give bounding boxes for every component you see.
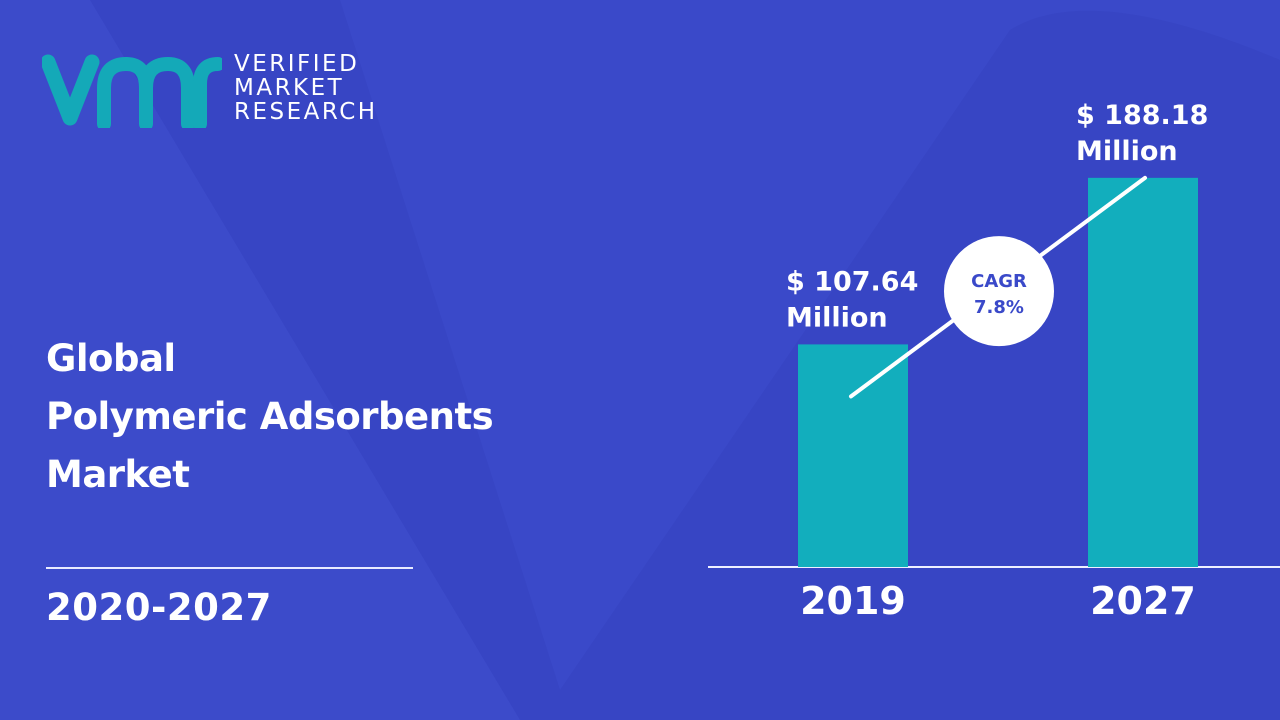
brand-line-2: MARKET <box>234 75 345 101</box>
brand-logo: VERIFIED MARKET RESEARCH <box>42 48 378 128</box>
bar-2019 <box>798 344 908 567</box>
brand-line-3: RESEARCH <box>234 99 378 125</box>
value-unit-label-2019: Million <box>786 302 888 333</box>
title-line-1: Global <box>46 337 176 380</box>
x-tick-label-2019: 2019 <box>800 579 906 623</box>
cagr-badge <box>944 236 1054 347</box>
value-label-2019: $ 107.64 <box>786 266 918 297</box>
title-line-2: Polymeric Adsorbents <box>46 395 494 438</box>
forecast-period: 2020-2027 <box>46 586 272 629</box>
cagr-label: CAGR <box>971 271 1027 292</box>
title-divider <box>46 567 413 569</box>
value-label-2027: $ 188.18 <box>1076 100 1208 131</box>
value-unit-label-2027: Million <box>1076 136 1178 167</box>
cagr-value: 7.8% <box>974 297 1024 318</box>
x-tick-label-2027: 2027 <box>1090 579 1196 623</box>
title-line-3: Market <box>46 453 190 496</box>
brand-name: VERIFIED MARKET RESEARCH <box>234 52 378 124</box>
brand-line-1: VERIFIED <box>234 51 360 77</box>
vmr-logo-mark-icon <box>42 54 222 128</box>
bar-2027 <box>1088 177 1198 568</box>
page-title: Global Polymeric Adsorbents Market <box>46 330 494 504</box>
